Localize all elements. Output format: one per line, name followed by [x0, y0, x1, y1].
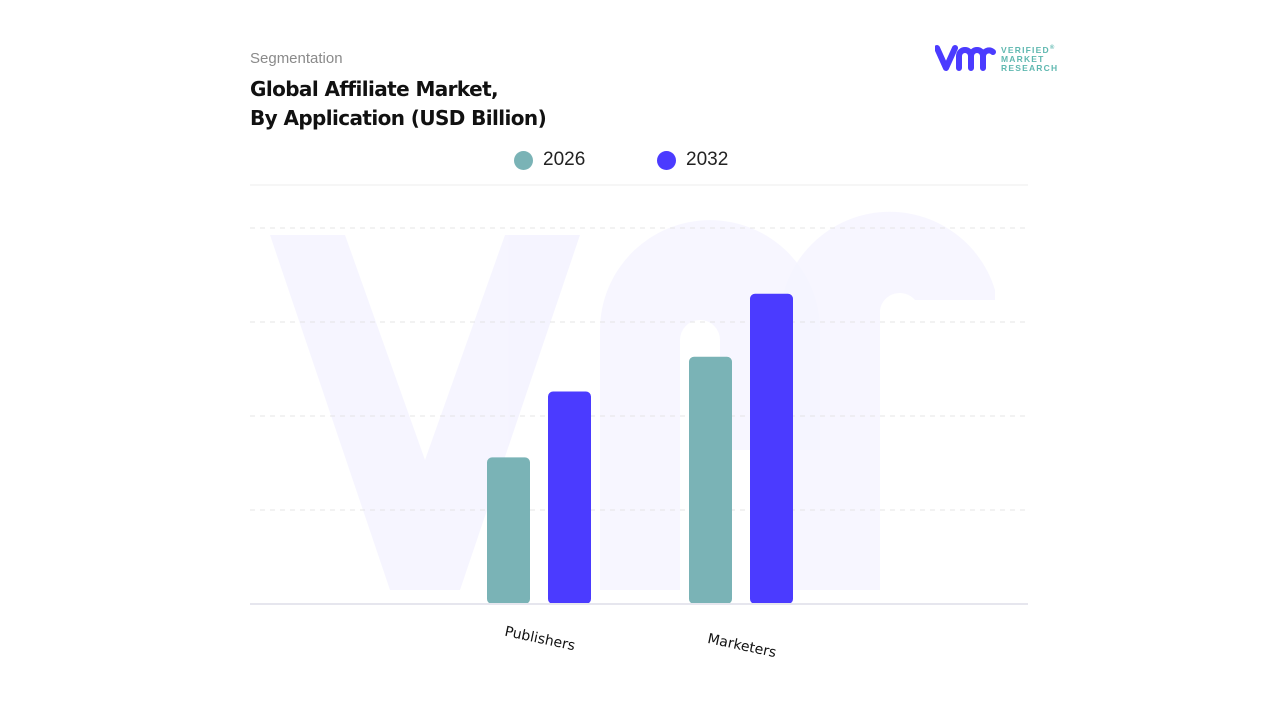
logo-text-market: MARKET [1001, 53, 1045, 64]
legend-item-2032: 2032 [657, 149, 728, 171]
chart-title: Global Affiliate Market, By Application … [250, 75, 547, 133]
bar-marketers-2032 [750, 293, 793, 604]
logo-text-research: RESEARCH [1001, 62, 1059, 73]
bar-marketers-2026 [689, 356, 732, 604]
x-tick-label-marketers: Marketers [706, 631, 778, 661]
logo-text-verified: VERIFIED [1001, 44, 1050, 55]
vmr-logo-mark-icon [935, 45, 996, 72]
bar-publishers-2026 [487, 457, 530, 604]
legend-item-2026: 2026 [514, 149, 585, 171]
title-line-2: By Application (USD Billion) [250, 106, 547, 130]
x-tick-labels: Publishers Marketers [503, 624, 777, 661]
legend-swatch-2032 [657, 150, 676, 170]
segment-label: Segmentation [250, 50, 343, 67]
legend-label-2032: 2032 [686, 149, 729, 170]
watermark [270, 211, 995, 590]
bar-publishers-2032 [548, 391, 591, 604]
legend-label-2026: 2026 [543, 149, 586, 170]
bars [487, 293, 793, 604]
vmr-logo: VERIFIED® MARKET RESEARCH [935, 44, 1058, 73]
x-tick-label-publishers: Publishers [503, 624, 576, 655]
legend-swatch-2026 [514, 150, 533, 170]
logo-registered: ® [1049, 45, 1056, 51]
title-line-1: Global Affiliate Market, [250, 77, 499, 101]
